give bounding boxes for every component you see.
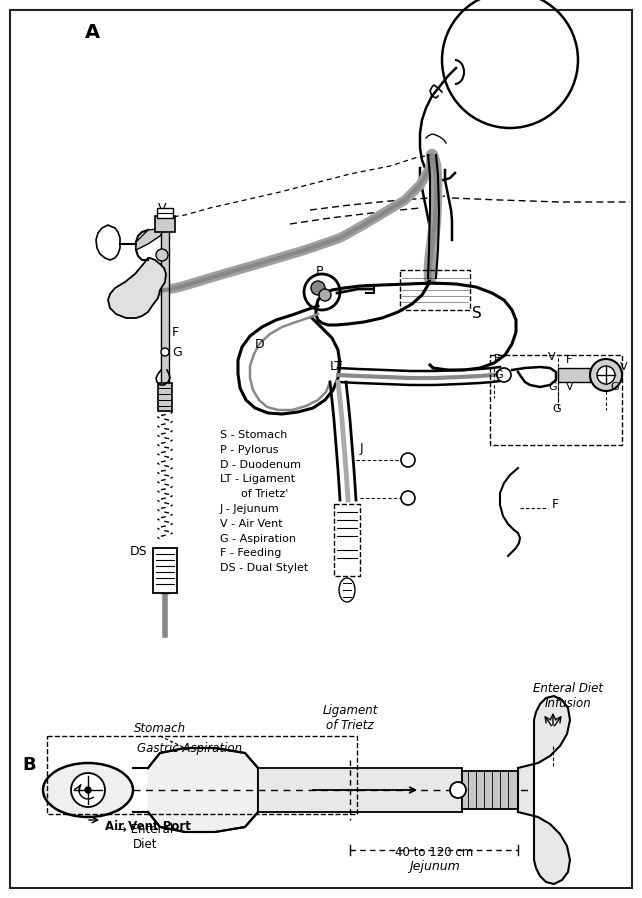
Circle shape <box>450 782 466 798</box>
Circle shape <box>85 787 91 793</box>
Circle shape <box>597 366 615 384</box>
Text: S - Stomach
P - Pylorus
D - Duodenum
LT - Ligament
      of Trietz'
J - Jejunum
: S - Stomach P - Pylorus D - Duodenum LT … <box>220 430 308 573</box>
Text: Stomach: Stomach <box>134 722 186 735</box>
Text: V: V <box>548 352 555 362</box>
Text: Ligament
of Trietz: Ligament of Trietz <box>322 704 377 732</box>
Bar <box>157 208 173 218</box>
Circle shape <box>156 249 168 261</box>
Text: V: V <box>158 202 166 215</box>
Text: Gastric Aspiration: Gastric Aspiration <box>137 742 243 755</box>
Text: LT: LT <box>330 360 343 373</box>
Text: Air Vent Port: Air Vent Port <box>105 820 191 833</box>
Circle shape <box>319 289 331 301</box>
Text: DS: DS <box>130 545 148 558</box>
Circle shape <box>161 348 169 356</box>
Text: G: G <box>552 404 560 414</box>
Circle shape <box>71 773 105 807</box>
Text: G: G <box>494 370 503 380</box>
Bar <box>462 771 518 809</box>
Circle shape <box>497 368 511 382</box>
Text: G: G <box>610 382 619 392</box>
Bar <box>155 216 175 232</box>
Ellipse shape <box>43 763 133 817</box>
Circle shape <box>590 359 622 391</box>
Text: F: F <box>172 326 179 339</box>
Text: 40 to 120 cm: 40 to 120 cm <box>395 846 473 859</box>
Polygon shape <box>96 225 120 260</box>
Text: F: F <box>566 355 573 365</box>
Text: V: V <box>620 362 628 372</box>
Polygon shape <box>148 748 258 832</box>
Polygon shape <box>518 696 570 884</box>
Text: B: B <box>22 756 35 774</box>
Ellipse shape <box>339 578 355 602</box>
Bar <box>258 768 462 812</box>
Circle shape <box>311 281 325 295</box>
Text: A: A <box>85 23 100 42</box>
Text: Jejunum: Jejunum <box>408 860 460 873</box>
Text: F: F <box>494 354 500 364</box>
Bar <box>153 548 177 593</box>
Bar <box>400 270 470 310</box>
Text: P: P <box>316 265 324 278</box>
Text: Enteral Diet
Infusion: Enteral Diet Infusion <box>533 682 603 710</box>
Circle shape <box>401 453 415 467</box>
Polygon shape <box>136 228 165 250</box>
Polygon shape <box>108 258 166 318</box>
Text: G: G <box>548 382 557 392</box>
Circle shape <box>401 491 415 505</box>
Bar <box>558 368 590 382</box>
Bar <box>334 504 360 576</box>
Text: D: D <box>255 338 265 351</box>
Text: G: G <box>172 346 182 359</box>
Text: J: J <box>360 442 363 455</box>
Bar <box>158 383 172 411</box>
Text: F: F <box>552 498 559 511</box>
Bar <box>490 355 622 445</box>
Text: V: V <box>566 382 573 392</box>
Text: → Enteral
Diet: → Enteral Diet <box>117 823 173 851</box>
Text: S: S <box>472 306 482 321</box>
Bar <box>47 736 357 814</box>
